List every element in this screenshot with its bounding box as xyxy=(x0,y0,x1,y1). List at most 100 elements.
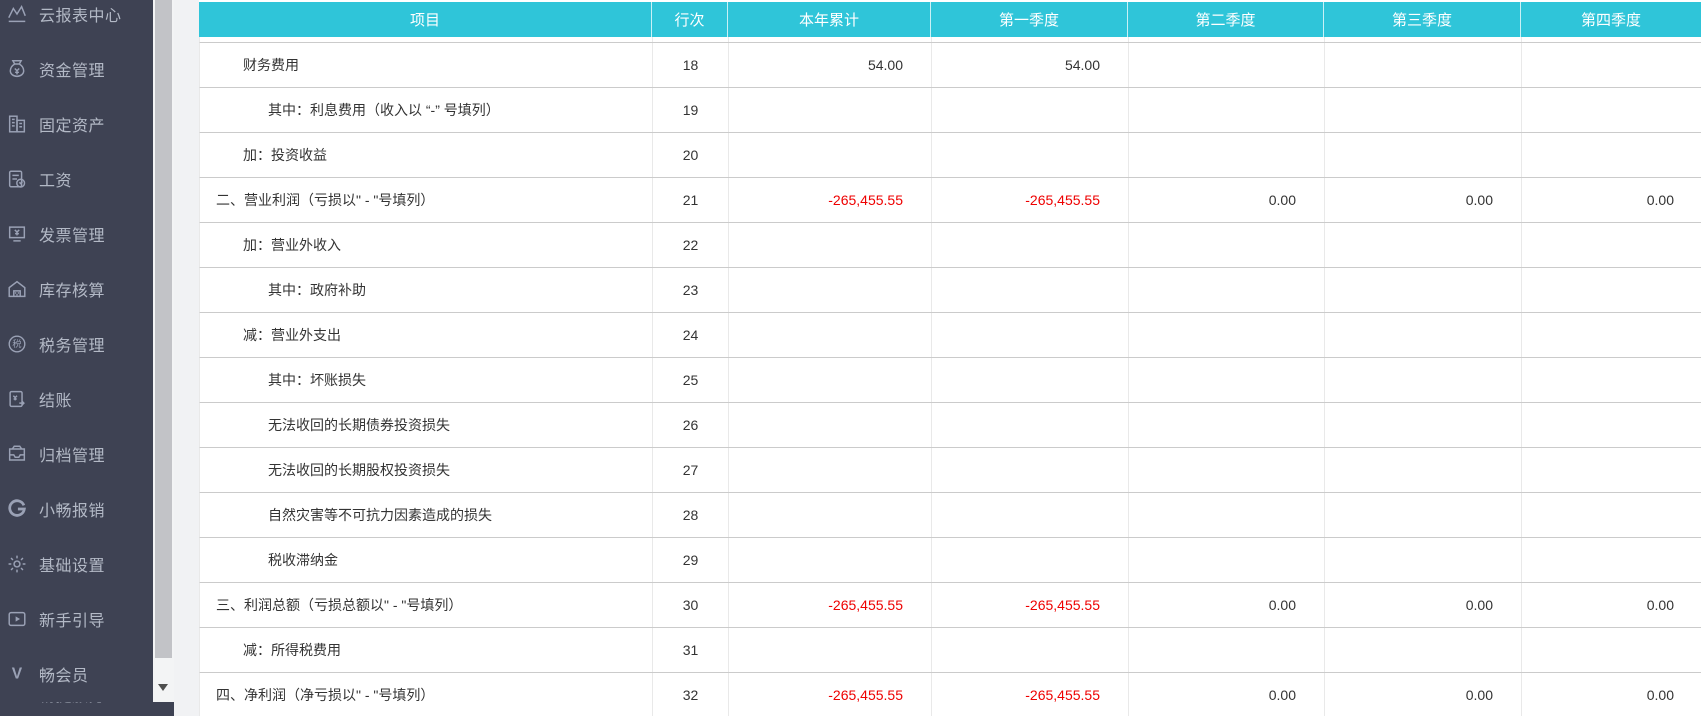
cell-q4 xyxy=(1522,268,1701,312)
cell-q1 xyxy=(932,88,1129,132)
cell-ytd-total xyxy=(729,403,932,447)
building-icon xyxy=(6,113,28,135)
cell-q3 xyxy=(1325,493,1522,537)
sidebar-item-chang-member[interactable]: V 畅会员 xyxy=(0,646,153,701)
chanjet-logo-icon xyxy=(6,498,28,520)
sidebar-item-basic-settings[interactable]: 基础设置 xyxy=(0,536,153,591)
cell-item: 四、净利润（净亏损以" - "号填列） xyxy=(200,673,653,716)
cell-q2 xyxy=(1129,448,1325,492)
cell-q1: -265,455.55 xyxy=(932,673,1129,716)
cell-item: 其中：利息费用（收入以 “-” 号填列） xyxy=(200,88,653,132)
table-header-row: 项目 行次 本年累计 第一季度 第二季度 第三季度 第四季度 xyxy=(199,2,1701,37)
sidebar-item-partial-bottom-item[interactable]: 畅捷服务 xyxy=(0,702,174,716)
table-row: 二、营业利润（亏损以" - "号填列） 21 -265,455.55 -265,… xyxy=(199,177,1701,222)
table-row: 四、净利润（净亏损以" - "号填列） 32 -265,455.55 -265,… xyxy=(199,672,1701,716)
income-statement-table: 项目 行次 本年累计 第一季度 第二季度 第三季度 第四季度 财务费用 18 54.00 5… xyxy=(199,0,1701,716)
cell-q2 xyxy=(1129,223,1325,267)
cell-ytd-total xyxy=(729,628,932,672)
table-row: 减：营业外支出 24 xyxy=(199,312,1701,357)
cell-q1 xyxy=(932,268,1129,312)
column-header-item: 项目 xyxy=(199,2,652,37)
cell-q2 xyxy=(1129,628,1325,672)
archive-icon xyxy=(6,443,28,465)
cell-line-no: 24 xyxy=(653,313,729,357)
cell-line-no: 29 xyxy=(653,538,729,582)
salary-sheet-icon xyxy=(6,168,28,190)
cell-q3 xyxy=(1325,313,1522,357)
cell-q2: 0.00 xyxy=(1129,583,1325,627)
cell-ytd-total xyxy=(729,88,932,132)
cell-q1 xyxy=(932,493,1129,537)
cell-q3 xyxy=(1325,88,1522,132)
table-row: 加：营业外收入 22 xyxy=(199,222,1701,267)
column-header-ytd-total: 本年累计 xyxy=(728,2,931,37)
cell-q4 xyxy=(1522,223,1701,267)
column-header-q1: 第一季度 xyxy=(931,2,1128,37)
cell-q2 xyxy=(1129,313,1325,357)
sidebar-item-funds-management[interactable]: 资金管理 xyxy=(0,41,153,96)
cell-ytd-total xyxy=(729,313,932,357)
cell-q3: 0.00 xyxy=(1325,673,1522,716)
cell-item: 无法收回的长期债券投资损失 xyxy=(200,403,653,447)
cell-q4 xyxy=(1522,358,1701,402)
table-row: 其中：利息费用（收入以 “-” 号填列） 19 xyxy=(199,87,1701,132)
sidebar-item-beginner-guide[interactable]: 新手引导 xyxy=(0,591,153,646)
cell-q3 xyxy=(1325,268,1522,312)
table-row: 其中：坏账损失 25 xyxy=(199,357,1701,402)
scrollbar-down-arrow-icon[interactable] xyxy=(158,684,168,691)
cell-ytd-total: -265,455.55 xyxy=(729,178,932,222)
sidebar-menu: 云报表中心 资金管理 固定资产 工资 发票管理 库存核算 税 税务管理 结账 归… xyxy=(0,0,153,701)
cell-q1 xyxy=(932,538,1129,582)
cell-q1 xyxy=(932,223,1129,267)
cell-q3 xyxy=(1325,133,1522,177)
sidebar-item-inventory-accounting[interactable]: 库存核算 xyxy=(0,261,153,316)
vip-icon: V xyxy=(6,663,28,685)
cell-item: 其中：坏账损失 xyxy=(200,358,653,402)
cell-q3: 0.00 xyxy=(1325,178,1522,222)
cell-line-no: 30 xyxy=(653,583,729,627)
cell-line-no: 26 xyxy=(653,403,729,447)
cell-q3 xyxy=(1325,223,1522,267)
column-header-q2: 第二季度 xyxy=(1128,2,1324,37)
cell-line-no: 31 xyxy=(653,628,729,672)
cell-q2 xyxy=(1129,133,1325,177)
sidebar-item-cloud-report-center[interactable]: 云报表中心 xyxy=(0,0,153,41)
cell-line-no: 27 xyxy=(653,448,729,492)
cell-line-no: 32 xyxy=(653,673,729,716)
sidebar-item-tax-management[interactable]: 税 税务管理 xyxy=(0,316,153,371)
sidebar-item-salary[interactable]: 工资 xyxy=(0,151,153,206)
cell-q2 xyxy=(1129,403,1325,447)
chanjet-logo-icon xyxy=(6,702,28,705)
cell-q3 xyxy=(1325,403,1522,447)
gear-icon xyxy=(6,553,28,575)
scrollbar-thumb[interactable] xyxy=(155,0,172,658)
sidebar-item-fixed-assets[interactable]: 固定资产 xyxy=(0,96,153,151)
svg-text:V: V xyxy=(12,665,23,682)
cell-q2: 0.00 xyxy=(1129,673,1325,716)
cell-q3: 0.00 xyxy=(1325,583,1522,627)
cell-q3 xyxy=(1325,628,1522,672)
cell-q2 xyxy=(1129,43,1325,87)
cell-q1 xyxy=(932,628,1129,672)
invoice-icon xyxy=(6,223,28,245)
sidebar-bottom-partial-item[interactable]: 畅捷服务 xyxy=(0,702,174,716)
cell-q1: -265,455.55 xyxy=(932,178,1129,222)
cell-item: 减：营业外支出 xyxy=(200,313,653,357)
content-gutter xyxy=(174,0,199,716)
cell-q2 xyxy=(1129,538,1325,582)
table-row: 减：所得税费用 31 xyxy=(199,627,1701,672)
sidebar-item-closing[interactable]: 结账 xyxy=(0,371,153,426)
cell-ytd-total xyxy=(729,358,932,402)
ledger-icon xyxy=(6,388,28,410)
sidebar-item-invoice-management[interactable]: 发票管理 xyxy=(0,206,153,261)
table-row: 无法收回的长期股权投资损失 27 xyxy=(199,447,1701,492)
cell-item: 其中：政府补助 xyxy=(200,268,653,312)
cell-ytd-total: -265,455.55 xyxy=(729,673,932,716)
warehouse-icon xyxy=(6,278,28,300)
sidebar-scrollbar[interactable] xyxy=(153,0,174,702)
sidebar-item-archive-management[interactable]: 归档管理 xyxy=(0,426,153,481)
cell-q4 xyxy=(1522,88,1701,132)
cell-line-no: 19 xyxy=(653,88,729,132)
cell-q1 xyxy=(932,358,1129,402)
sidebar-item-xiaochang-expense[interactable]: 小畅报销 xyxy=(0,481,153,536)
